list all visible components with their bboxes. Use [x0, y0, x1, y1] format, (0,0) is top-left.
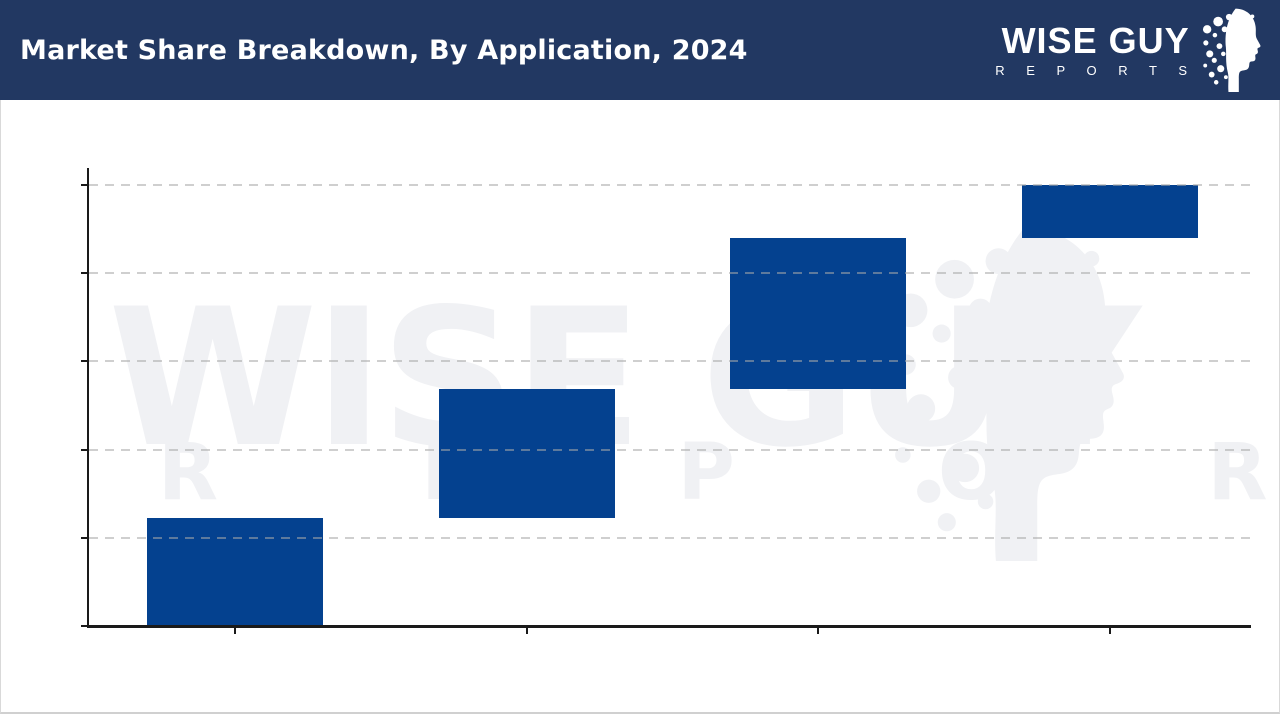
- bar-segment: [438, 388, 615, 519]
- watermark-subtitle: R E P O R T S: [158, 428, 1280, 518]
- page-title: Market Share Breakdown, By Application, …: [20, 34, 748, 66]
- x-tick-mark: [525, 628, 528, 634]
- gridline-80: [89, 272, 1256, 275]
- bar-segment: [146, 518, 323, 626]
- y-tick-mark-100: [81, 184, 88, 186]
- gridline-100: [89, 184, 1256, 186]
- y-tick-mark-40: [81, 448, 88, 451]
- gridline-40: [89, 448, 1256, 451]
- x-tick-mark: [233, 628, 236, 634]
- x-tick-mark: [817, 628, 820, 634]
- gridline-60: [89, 360, 1256, 363]
- y-tick-mark-60: [81, 360, 88, 363]
- y-tick-mark-0: [81, 625, 88, 627]
- bar-segment: [1022, 185, 1199, 238]
- y-axis-line: [87, 168, 89, 627]
- wiseguy-face-logo-icon: [1202, 8, 1261, 92]
- x-axis-line: [87, 625, 1251, 628]
- y-tick-mark-80: [81, 272, 88, 275]
- wiseguy-logo-wordmark: WISE GUY: [1001, 19, 1190, 61]
- bar-segment: [730, 237, 907, 389]
- x-tick-mark: [1109, 628, 1112, 634]
- header-band: Market Share Breakdown, By Application, …: [0, 0, 1280, 100]
- wiseguy-logo: WISE GUY R E P O R T S: [995, 0, 1266, 100]
- wiseguy-logo-subtitle: R E P O R T S: [995, 62, 1196, 78]
- y-tick-mark-20: [81, 536, 88, 539]
- gridline-20: [89, 536, 1256, 539]
- wiseguy-logo-text: WISE GUY R E P O R T S: [995, 19, 1196, 78]
